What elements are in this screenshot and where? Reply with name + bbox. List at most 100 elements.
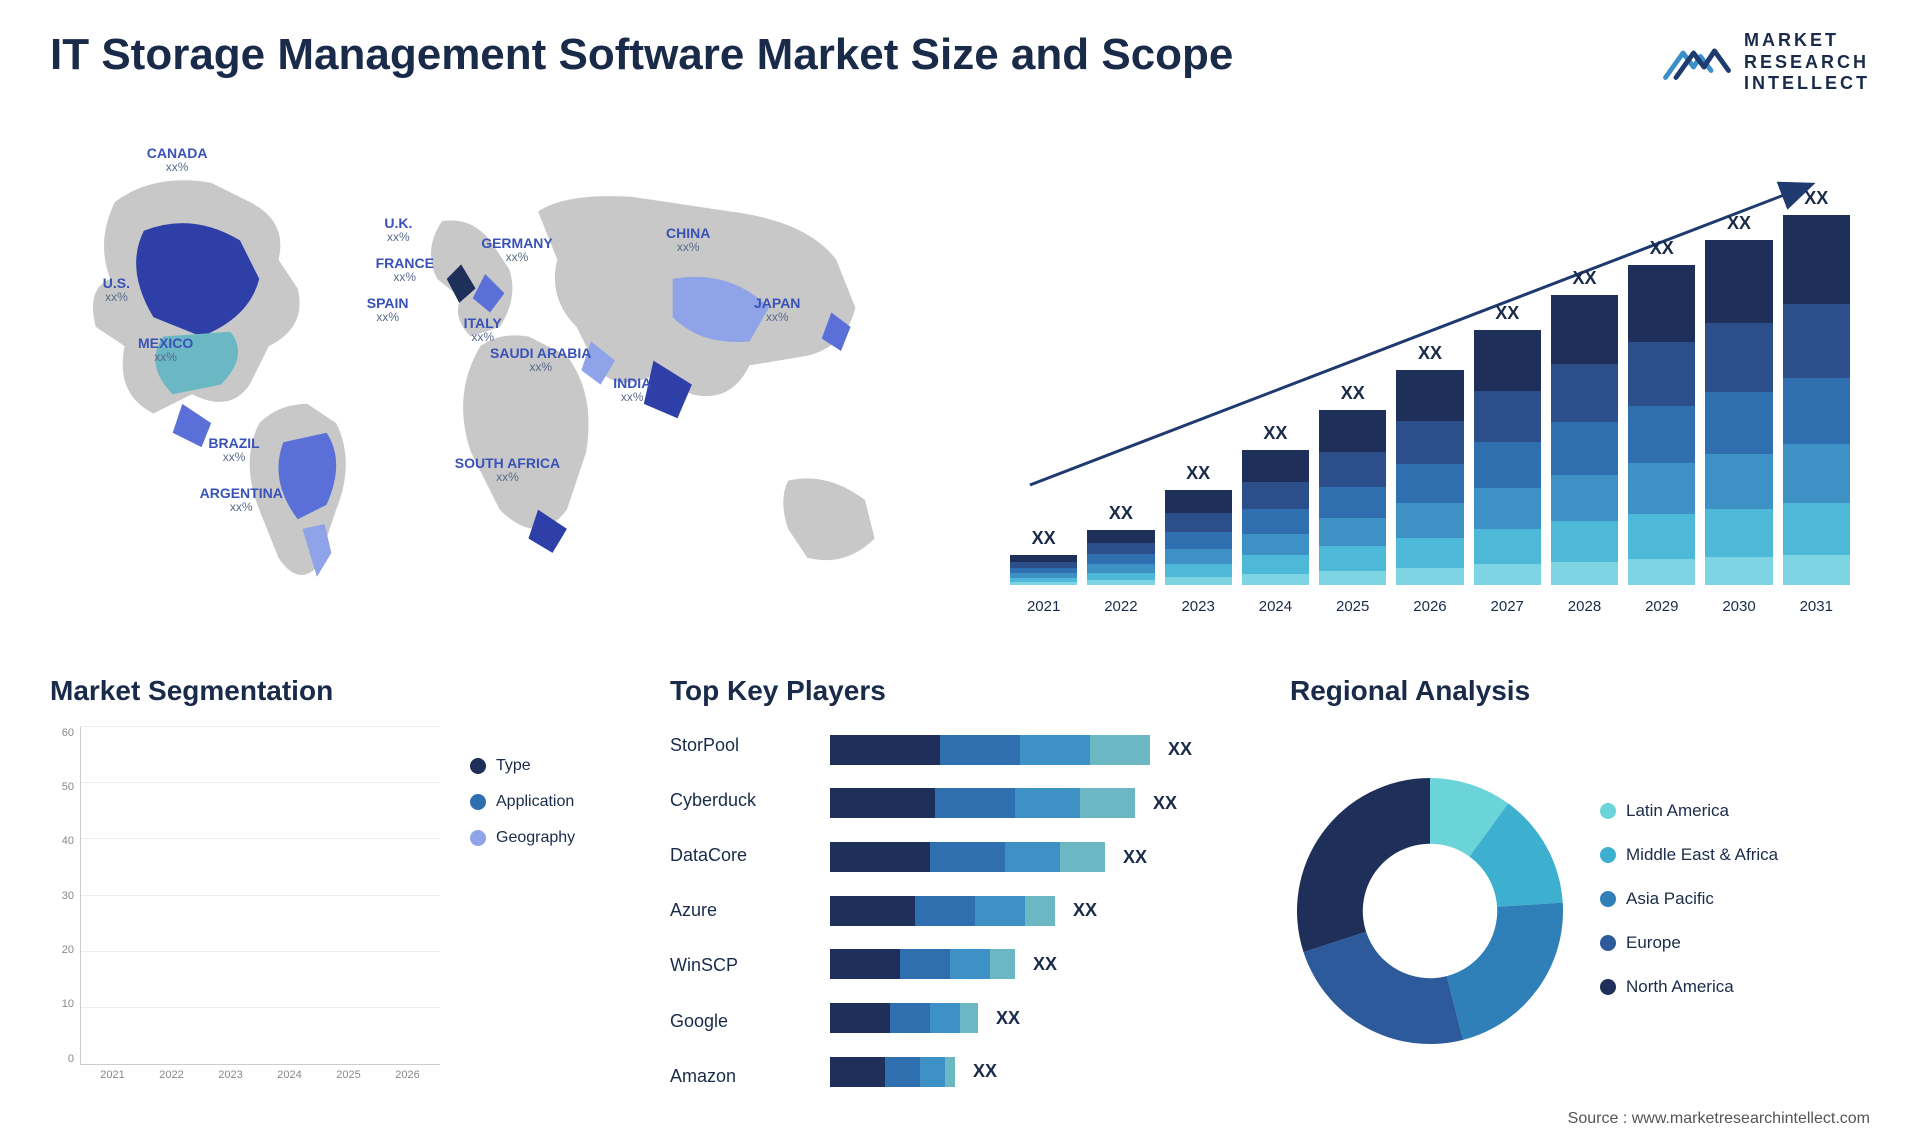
key-players-title: Top Key Players [670, 675, 1250, 707]
map-country-label: SOUTH AFRICAxx% [455, 455, 560, 485]
kp-bar-segment [930, 1003, 960, 1033]
bottom-row: Market Segmentation 0102030405060 202120… [50, 675, 1870, 1095]
growth-bar-segment [1396, 421, 1463, 464]
legend-dot-icon [1600, 979, 1616, 995]
growth-bar-segment [1551, 422, 1618, 474]
legend-item: Geography [470, 829, 630, 847]
donut-slice [1297, 778, 1430, 952]
growth-bar-segment [1628, 463, 1695, 514]
key-players-bars: XXXXXXXXXXXXXX [830, 727, 1250, 1095]
kp-bar-segment [1060, 842, 1105, 872]
kp-bar-row: XX [830, 735, 1250, 765]
growth-bar-segment [1087, 543, 1154, 554]
legend-label: Latin America [1626, 801, 1729, 821]
growth-bar-segment [1087, 530, 1154, 543]
growth-x-label: 2030 [1705, 598, 1772, 615]
kp-label: Google [670, 1011, 800, 1032]
kp-bar-row: XX [830, 1003, 1250, 1033]
seg-y-tick: 30 [50, 890, 80, 902]
legend-label: Application [496, 793, 574, 811]
growth-bar-segment [1010, 555, 1077, 562]
page-title: IT Storage Management Software Market Si… [50, 30, 1233, 80]
map-country-label: JAPANxx% [754, 295, 800, 325]
growth-bar-value: XX [1186, 463, 1210, 484]
legend-label: Geography [496, 829, 575, 847]
growth-bar-segment [1705, 323, 1772, 392]
map-country-label: BRAZILxx% [208, 435, 259, 465]
growth-bar-segment [1474, 564, 1541, 584]
kp-bar-segment [900, 949, 950, 979]
growth-x-label: 2023 [1165, 598, 1232, 615]
growth-x-label: 2021 [1010, 598, 1077, 615]
kp-label: Amazon [670, 1066, 800, 1087]
seg-y-tick: 60 [50, 727, 80, 739]
legend-item: Asia Pacific [1600, 889, 1870, 909]
growth-bar-segment [1705, 454, 1772, 509]
seg-y-tick: 0 [50, 1053, 80, 1065]
kp-label: DataCore [670, 845, 800, 866]
map-country-label: INDIAxx% [613, 375, 651, 405]
growth-bar-value: XX [1572, 268, 1596, 289]
world-map-panel: CANADAxx%U.S.xx%MEXICOxx%BRAZILxx%ARGENT… [50, 125, 930, 625]
kp-bar-segment [940, 735, 1020, 765]
kp-bar-segment [830, 735, 940, 765]
growth-bar-segment [1628, 514, 1695, 559]
legend-dot-icon [1600, 803, 1616, 819]
map-country-label: U.S.xx% [103, 275, 130, 305]
kp-label: StorPool [670, 735, 800, 756]
growth-bar-value: XX [1109, 503, 1133, 524]
map-country-label: SPAINxx% [367, 295, 409, 325]
map-country-label: ARGENTINAxx% [200, 485, 283, 515]
map-country-label: U.K.xx% [384, 215, 412, 245]
kp-bar-segment [935, 788, 1015, 818]
legend-dot-icon [470, 830, 486, 846]
growth-bar-segment [1165, 564, 1232, 577]
kp-bar-row: XX [830, 788, 1250, 818]
growth-bar-value: XX [1804, 188, 1828, 209]
kp-bar-segment [920, 1057, 945, 1087]
kp-bar-value: XX [1168, 739, 1192, 760]
legend-label: Middle East & Africa [1626, 845, 1778, 865]
regional-donut-chart [1290, 771, 1570, 1051]
legend-dot-icon [1600, 935, 1616, 951]
kp-bar-segment [830, 842, 930, 872]
kp-bar-value: XX [973, 1061, 997, 1082]
kp-bar-value: XX [1153, 793, 1177, 814]
kp-bar-segment [885, 1057, 920, 1087]
kp-bar-segment [1090, 735, 1150, 765]
growth-bar-segment [1242, 482, 1309, 509]
kp-bar-segment [890, 1003, 930, 1033]
growth-bar-segment [1551, 364, 1618, 422]
growth-bar-segment [1396, 568, 1463, 585]
growth-bar-segment [1396, 503, 1463, 537]
growth-x-label: 2022 [1087, 598, 1154, 615]
kp-bar-segment [945, 1057, 955, 1087]
growth-bar-segment [1396, 370, 1463, 422]
segmentation-title: Market Segmentation [50, 675, 630, 707]
seg-x-label: 2023 [204, 1069, 257, 1095]
kp-bar-segment [1025, 896, 1055, 926]
growth-bar-segment [1551, 295, 1618, 365]
growth-bar-value: XX [1495, 303, 1519, 324]
growth-bar-segment [1165, 513, 1232, 532]
kp-bar-value: XX [1073, 900, 1097, 921]
regional-legend: Latin America Middle East & Africa Asia Pa… [1600, 801, 1870, 1021]
kp-bar-segment [830, 1057, 885, 1087]
growth-bar-segment [1319, 571, 1386, 585]
legend-label: North America [1626, 977, 1734, 997]
growth-bar-segment [1165, 577, 1232, 585]
growth-bar-segment [1628, 559, 1695, 585]
growth-x-label: 2024 [1242, 598, 1309, 615]
kp-bar-segment [830, 896, 915, 926]
growth-chart: XXXXXXXXXXXXXXXXXXXXXX 20212022202320242… [990, 125, 1870, 625]
map-country-label: SAUDI ARABIAxx% [490, 345, 591, 375]
growth-bar-segment [1165, 532, 1232, 549]
growth-bar-segment [1087, 564, 1154, 573]
growth-bar: XX [1165, 463, 1232, 585]
growth-bar-segment [1242, 509, 1309, 533]
top-row: CANADAxx%U.S.xx%MEXICOxx%BRAZILxx%ARGENT… [50, 125, 1870, 625]
growth-bar: XX [1396, 343, 1463, 585]
kp-bar-row: XX [830, 842, 1250, 872]
growth-bar-segment [1783, 304, 1850, 378]
growth-bar-segment [1474, 330, 1541, 391]
